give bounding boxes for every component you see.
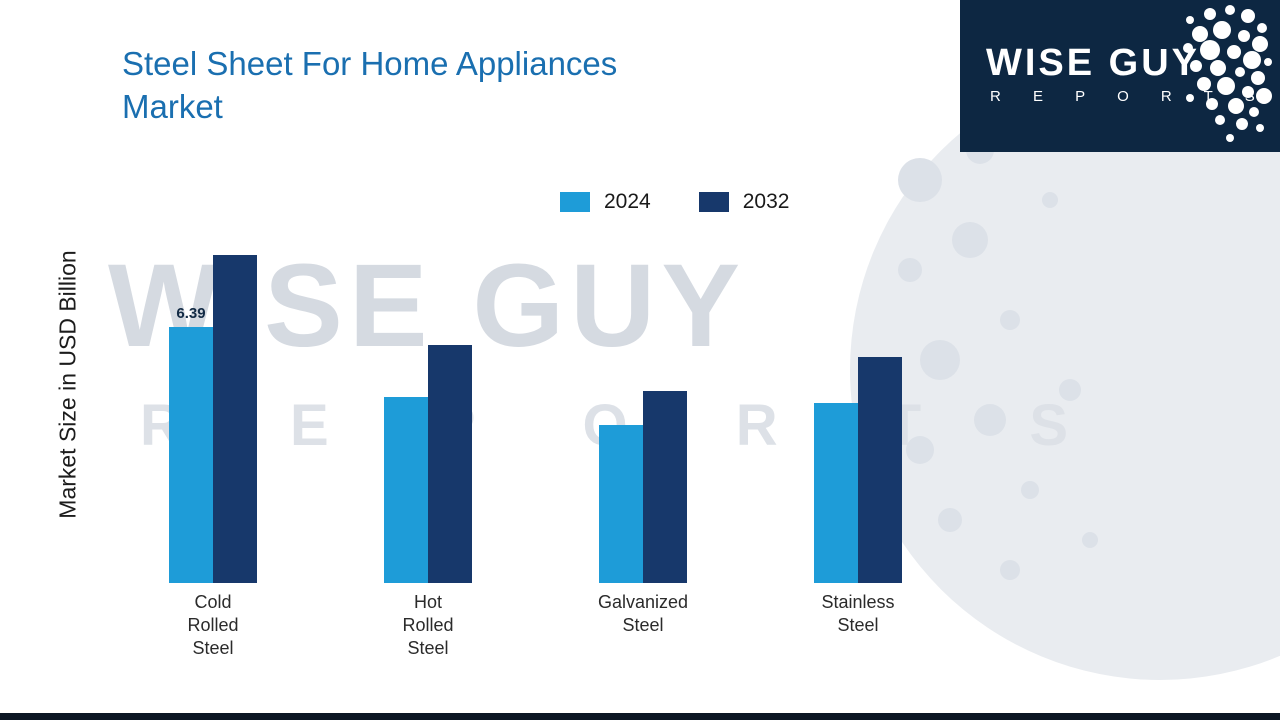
legend-label-2024: 2024 bbox=[604, 190, 651, 213]
chart-legend: 2024 2032 bbox=[560, 190, 789, 214]
legend-item-2032: 2032 bbox=[698, 190, 790, 214]
bar-2032-stainless-steel bbox=[858, 357, 902, 583]
bar-2024-hot-rolled-steel bbox=[384, 397, 428, 583]
bar-2024-stainless-steel bbox=[814, 403, 858, 583]
page-title-line2: Market bbox=[122, 88, 223, 125]
logo-face-icon bbox=[1183, 5, 1272, 142]
legend-item-2024: 2024 bbox=[560, 190, 651, 214]
logo-banner: WISE GUY R E P O R T S bbox=[960, 0, 1280, 152]
bar-2032-hot-rolled-steel bbox=[428, 345, 472, 583]
bar-2032-galvanized-steel bbox=[643, 391, 687, 583]
logo-wiseguy-text: WISE GUY bbox=[986, 42, 1201, 84]
page-title-line1: Steel Sheet For Home Appliances bbox=[122, 45, 618, 82]
y-axis-label: Market Size in USD Billion bbox=[54, 250, 81, 519]
bar-value-label-cold-rolled-steel: 6.39 bbox=[176, 305, 206, 322]
bar-2032-cold-rolled-steel bbox=[213, 255, 257, 583]
bar-2024-galvanized-steel bbox=[599, 425, 643, 583]
bottom-accent-bar bbox=[0, 713, 1280, 720]
category-label-stainless-steel: Stainless Steel bbox=[821, 592, 895, 635]
bar-2024-cold-rolled-steel bbox=[169, 327, 213, 583]
legend-swatch-2032 bbox=[698, 192, 729, 212]
page-title: Steel Sheet For Home Appliances Market bbox=[122, 42, 617, 128]
category-label-cold-rolled-steel: Cold Rolled Steel bbox=[187, 592, 239, 658]
category-label-hot-rolled-steel: Hot Rolled Steel bbox=[402, 592, 454, 658]
category-label-galvanized-steel: Galvanized Steel bbox=[597, 592, 689, 635]
legend-label-2032: 2032 bbox=[742, 190, 790, 213]
legend-swatch-2024 bbox=[560, 192, 590, 212]
